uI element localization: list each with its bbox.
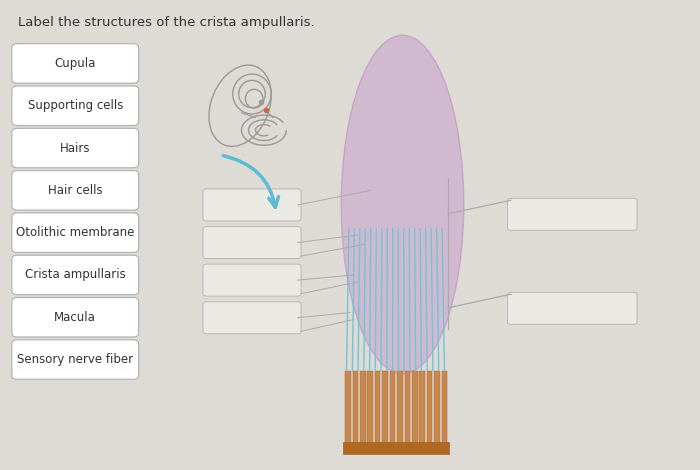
FancyBboxPatch shape: [203, 264, 301, 296]
Bar: [397, 371, 402, 451]
Ellipse shape: [341, 35, 463, 374]
FancyBboxPatch shape: [203, 227, 301, 258]
FancyBboxPatch shape: [12, 255, 139, 295]
FancyBboxPatch shape: [12, 128, 139, 168]
FancyBboxPatch shape: [12, 86, 139, 125]
Text: Supporting cells: Supporting cells: [27, 99, 123, 112]
Text: Sensory nerve fiber: Sensory nerve fiber: [18, 353, 133, 366]
Text: Label the structures of the crista ampullaris.: Label the structures of the crista ampul…: [18, 16, 314, 30]
Bar: [434, 371, 440, 451]
FancyBboxPatch shape: [508, 292, 637, 324]
FancyBboxPatch shape: [203, 302, 301, 334]
FancyBboxPatch shape: [203, 189, 301, 221]
FancyBboxPatch shape: [508, 198, 637, 230]
Bar: [390, 371, 395, 451]
Bar: [419, 371, 425, 451]
Text: Hairs: Hairs: [60, 141, 90, 155]
Text: Otolithic membrane: Otolithic membrane: [16, 226, 134, 239]
Text: Cupula: Cupula: [55, 57, 96, 70]
Bar: [405, 371, 410, 451]
FancyBboxPatch shape: [12, 213, 139, 252]
Bar: [345, 371, 351, 451]
Bar: [442, 371, 447, 451]
Bar: [427, 371, 433, 451]
Bar: [343, 442, 449, 454]
Text: Macula: Macula: [55, 311, 96, 324]
Bar: [360, 371, 365, 451]
Text: Crista ampullaris: Crista ampullaris: [25, 268, 125, 282]
Bar: [368, 371, 373, 451]
FancyBboxPatch shape: [12, 340, 139, 379]
Bar: [353, 371, 358, 451]
Text: Hair cells: Hair cells: [48, 184, 103, 197]
FancyBboxPatch shape: [12, 44, 139, 83]
FancyBboxPatch shape: [12, 298, 139, 337]
Bar: [412, 371, 418, 451]
Bar: [382, 371, 388, 451]
Bar: [374, 371, 380, 451]
FancyBboxPatch shape: [12, 171, 139, 210]
Ellipse shape: [209, 65, 272, 146]
